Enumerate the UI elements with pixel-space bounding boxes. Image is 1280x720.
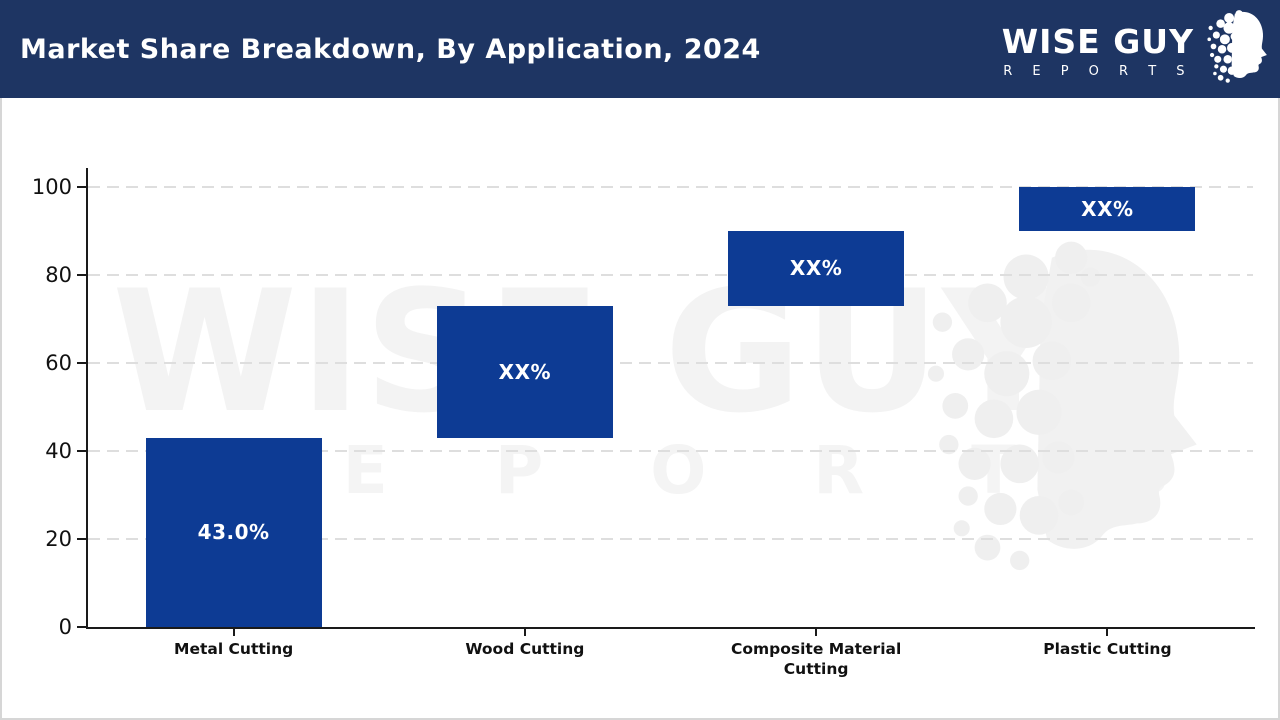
- y-tick-label-100: 100: [31, 175, 72, 199]
- x-category-label-2: Wood Cutting: [465, 640, 585, 658]
- x-category-label-3: Composite Material Cutting: [730, 640, 902, 678]
- plot-area: 43.0% XX% XX% XX%: [88, 186, 1253, 627]
- bar-wood-cutting: XX%: [436, 305, 613, 438]
- y-tick-80: [77, 274, 86, 276]
- x-tick-1: [232, 629, 235, 636]
- x-tick-4: [1106, 629, 1109, 636]
- bar-plastic-cutting: XX%: [1019, 187, 1196, 231]
- y-tick-20: [77, 538, 86, 540]
- y-tick-label-20: 20: [45, 527, 72, 551]
- y-tick-label-80: 80: [45, 263, 72, 287]
- x-tick-3: [815, 629, 818, 636]
- y-tick-label-60: 60: [45, 351, 72, 375]
- y-tick-60: [77, 362, 86, 364]
- bar-value-label: XX%: [498, 359, 552, 384]
- y-tick-label-0: 0: [58, 615, 72, 639]
- gridline-40: [88, 450, 1253, 452]
- y-tick-label-40: 40: [45, 439, 72, 463]
- y-tick-40: [77, 450, 86, 452]
- gridline-80: [88, 274, 1253, 276]
- x-tick-2: [523, 629, 526, 636]
- header-band: Market Share Breakdown, By Application, …: [0, 0, 1280, 98]
- y-tick-0: [77, 626, 86, 628]
- gridline-60: [88, 362, 1253, 364]
- gridline-100: [88, 186, 1253, 188]
- watermark-head-icon: [927, 241, 1197, 571]
- bar-composite-material-cutting: XX%: [728, 231, 905, 306]
- bar-metal-cutting: 43.0%: [145, 437, 322, 627]
- x-axis-line: [86, 627, 1255, 629]
- gridline-20: [88, 538, 1253, 540]
- x-category-label-4: Plastic Cutting: [1043, 640, 1172, 658]
- brand-name: WISE GUY: [1001, 22, 1194, 61]
- head-profile-icon: [1207, 10, 1267, 83]
- bar-value-label: XX%: [1081, 197, 1134, 221]
- brand-logo-text: WISE GUY R E P O R T S: [1002, 22, 1194, 79]
- page-title: Market Share Breakdown, By Application, …: [20, 33, 761, 65]
- bar-value-label: 43.0%: [197, 520, 270, 545]
- brand-logo: WISE GUY R E P O R T S: [1002, 6, 1272, 92]
- y-axis-line: [86, 168, 88, 629]
- x-category-label-1: Metal Cutting: [174, 640, 294, 658]
- y-tick-100: [77, 186, 86, 188]
- brand-subtitle: R E P O R T S: [1003, 64, 1193, 79]
- bar-value-label: XX%: [789, 256, 843, 281]
